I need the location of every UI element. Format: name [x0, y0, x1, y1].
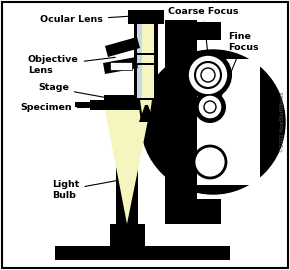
Bar [134, 22, 158, 100]
Text: Specimen: Specimen [20, 103, 112, 113]
Bar [165, 59, 260, 185]
Bar [165, 22, 221, 40]
Circle shape [194, 91, 226, 123]
Bar [116, 164, 138, 224]
Bar [134, 22, 158, 100]
Bar [90, 100, 200, 110]
Text: Light
Bulb: Light Bulb [52, 180, 117, 200]
Circle shape [198, 95, 222, 119]
Polygon shape [105, 110, 150, 224]
Bar [165, 20, 197, 185]
Text: Ocular Lens: Ocular Lens [40, 15, 145, 25]
Circle shape [204, 101, 216, 113]
Polygon shape [105, 37, 140, 57]
Circle shape [169, 78, 257, 166]
Bar [190, 102, 205, 107]
Text: ©2001 HowStuffWorks: ©2001 HowStuffWorks [280, 92, 284, 152]
Circle shape [195, 62, 221, 88]
Bar [137, 53, 154, 55]
Bar [128, 10, 164, 24]
Text: Objective
Lens: Objective Lens [28, 55, 115, 75]
Circle shape [201, 68, 215, 82]
Bar [110, 62, 132, 70]
Circle shape [184, 51, 232, 99]
Polygon shape [139, 105, 154, 122]
Circle shape [194, 146, 226, 178]
Text: Stage: Stage [38, 83, 127, 102]
Text: Coarse Focus: Coarse Focus [168, 8, 238, 52]
Bar [137, 63, 154, 65]
Polygon shape [140, 100, 152, 120]
Bar [137, 24, 142, 98]
Polygon shape [103, 57, 138, 74]
Circle shape [188, 55, 228, 95]
Circle shape [141, 50, 285, 194]
Bar [165, 24, 197, 224]
Bar [75, 102, 105, 107]
Bar [142, 24, 154, 98]
Bar [104, 95, 169, 100]
Bar [55, 246, 230, 260]
Text: Fine
Focus: Fine Focus [219, 32, 259, 102]
Bar [165, 199, 221, 224]
Polygon shape [138, 100, 154, 122]
Bar [110, 224, 145, 246]
